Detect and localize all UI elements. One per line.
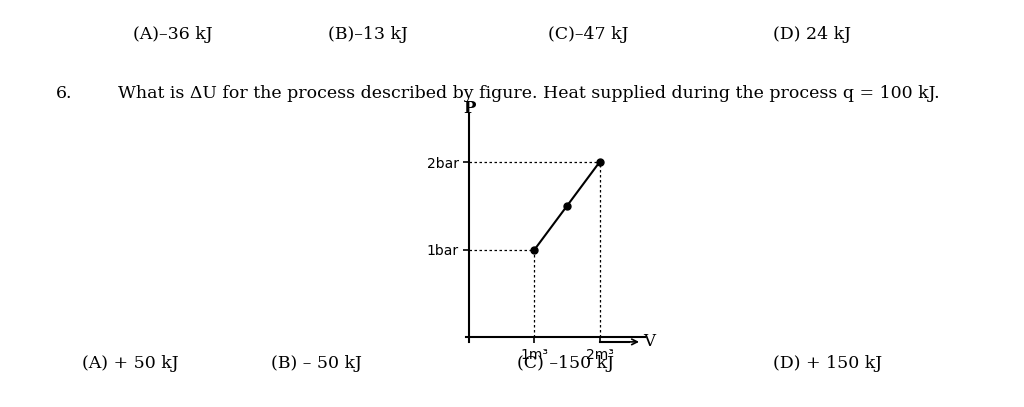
Text: V: V <box>643 333 655 350</box>
Text: 6.: 6. <box>56 85 73 103</box>
Text: (A)–36 kJ: (A)–36 kJ <box>133 26 213 44</box>
Text: (C)–47 kJ: (C)–47 kJ <box>548 26 629 44</box>
Text: (C) –150 kJ: (C) –150 kJ <box>517 355 614 372</box>
Text: (B)–13 kJ: (B)–13 kJ <box>328 26 408 44</box>
Text: (A) + 50 kJ: (A) + 50 kJ <box>82 355 178 372</box>
Text: (B) – 50 kJ: (B) – 50 kJ <box>271 355 362 372</box>
Text: (D) 24 kJ: (D) 24 kJ <box>773 26 851 44</box>
Text: P: P <box>463 100 475 116</box>
Text: What is ΔU for the process described by figure. Heat supplied during the process: What is ΔU for the process described by … <box>118 85 939 103</box>
Text: (D) + 150 kJ: (D) + 150 kJ <box>773 355 883 372</box>
